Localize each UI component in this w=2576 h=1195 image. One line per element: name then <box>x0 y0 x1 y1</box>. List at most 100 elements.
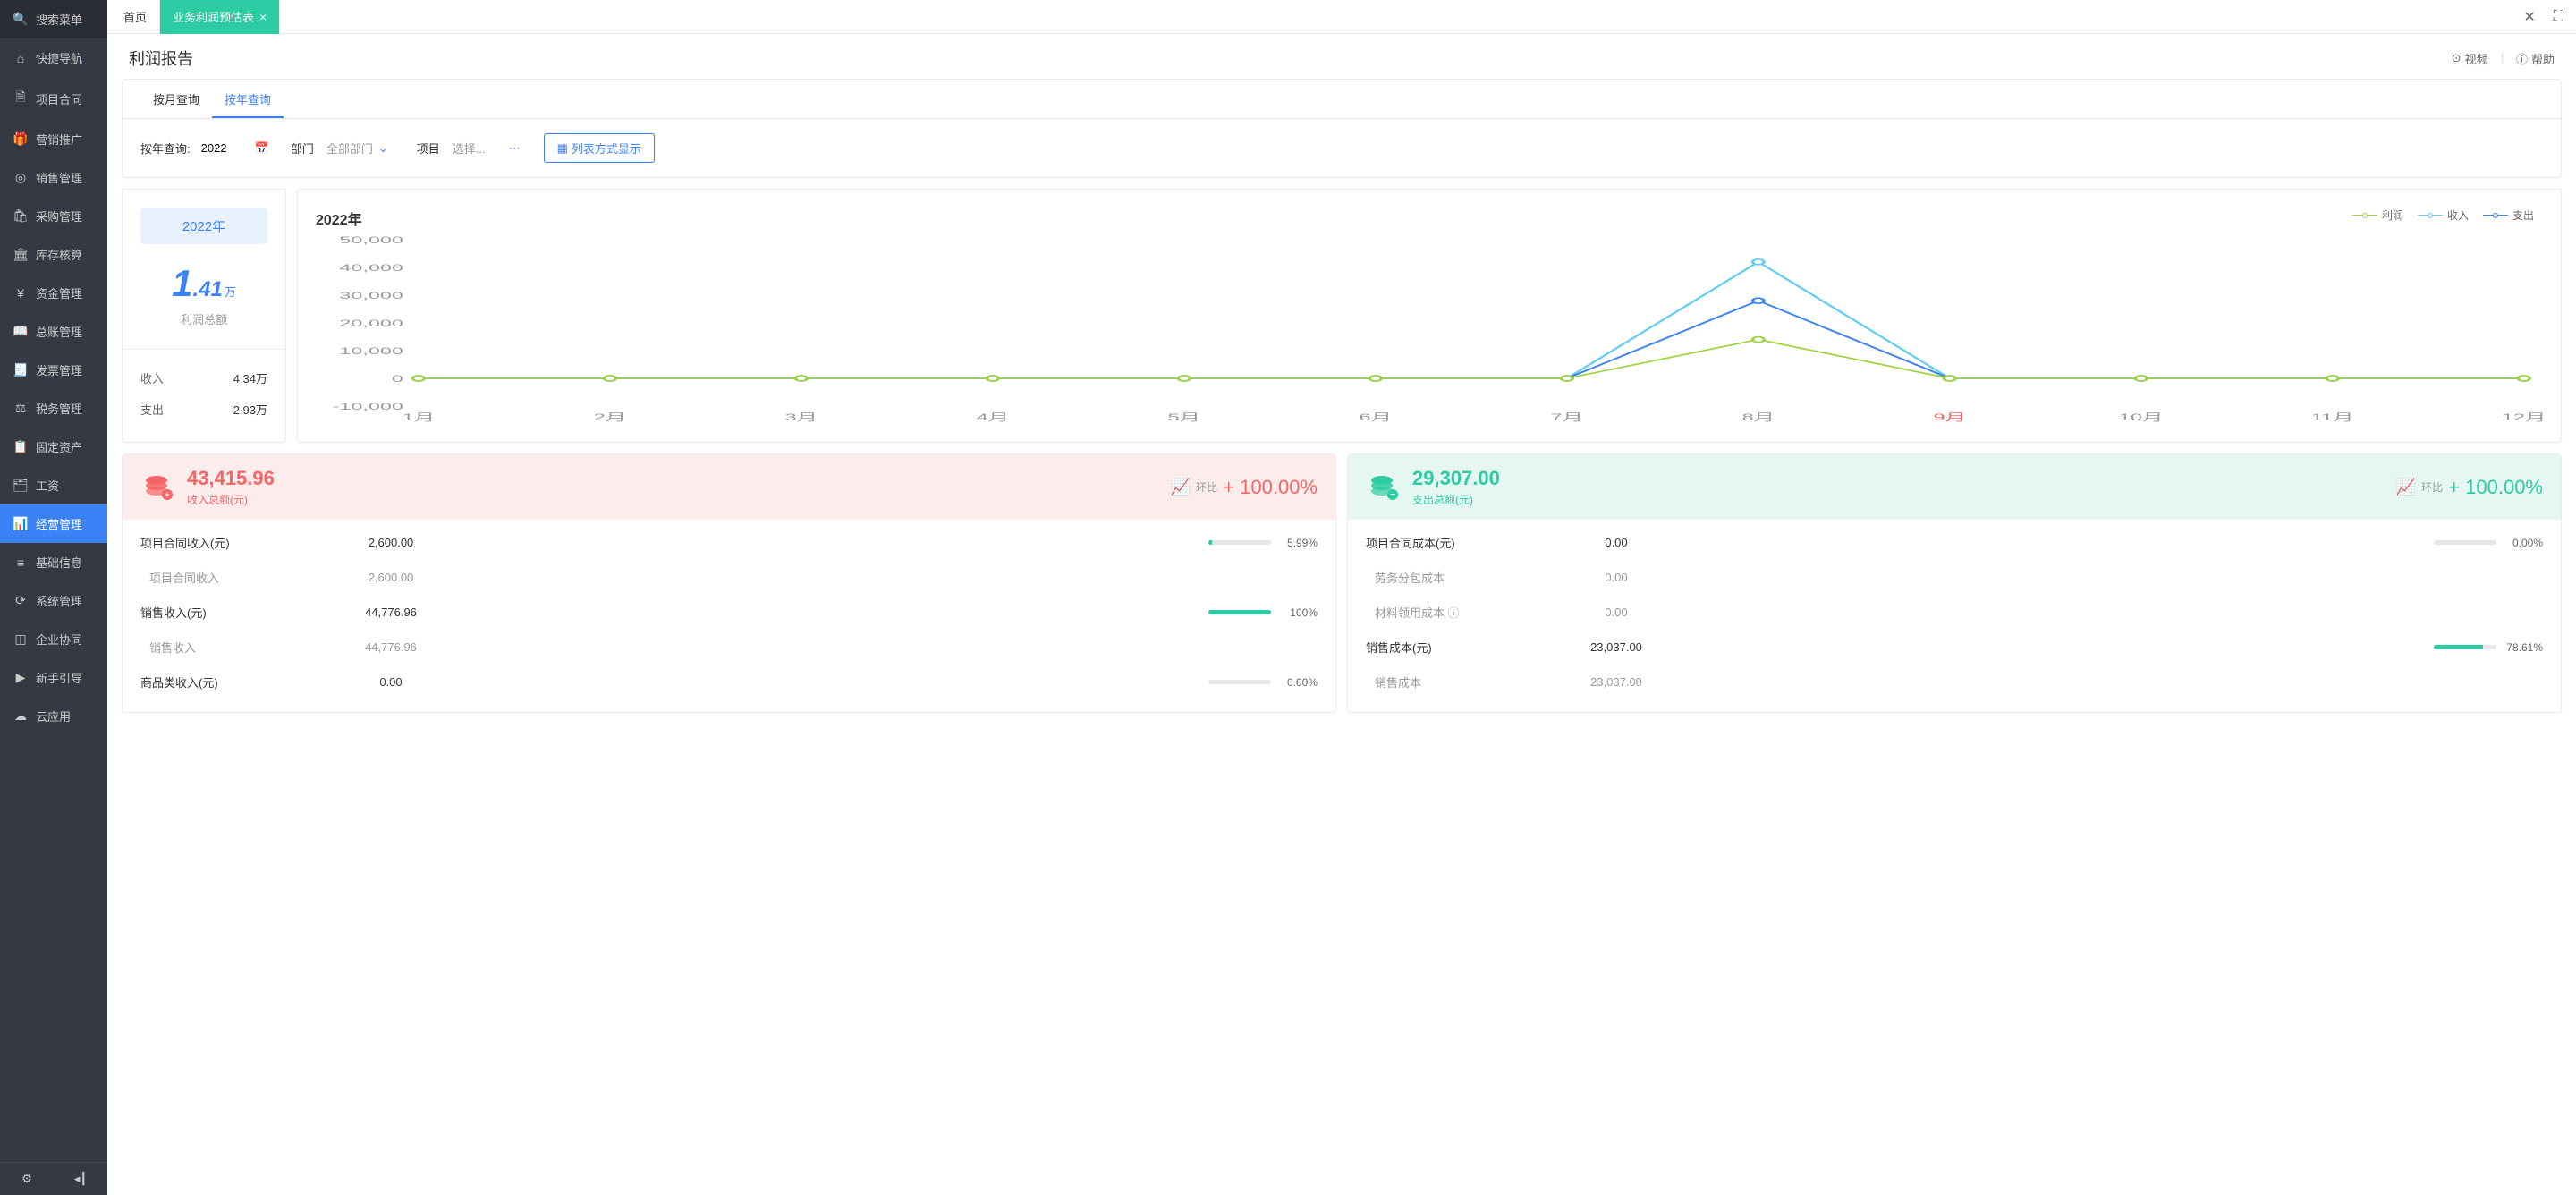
svg-text:20,000: 20,000 <box>339 318 403 329</box>
sidebar-item-2[interactable]: 🗎 项目合同 <box>0 77 107 120</box>
sidebar-label: 搜索菜单 <box>36 11 82 28</box>
expense-change: 📈 环比 + 100.00% <box>2396 476 2543 499</box>
breakdown-row: 劳务分包成本0.00 <box>1366 560 2543 595</box>
svg-text:-10,000: -10,000 <box>333 401 403 412</box>
svg-text:8月: 8月 <box>1742 411 1775 423</box>
sidebar-label: 总账管理 <box>36 323 82 340</box>
video-link[interactable]: ⊙视频 <box>2452 50 2488 67</box>
trend-up-icon: 📈 <box>1171 478 1191 496</box>
sidebar-item-11[interactable]: 📋 固定资产 <box>0 428 107 466</box>
collapse-icon[interactable]: ◂┃ <box>54 1163 107 1195</box>
breakdown-row: 销售收入(元)44,776.96100% <box>140 595 1318 630</box>
sidebar-item-18[interactable]: ☁ 云应用 <box>0 697 107 735</box>
breakdown-row: 销售成本23,037.00 <box>1366 665 2543 699</box>
sidebar-label: 新手引导 <box>36 669 82 686</box>
sidebar-icon: 📊 <box>13 516 29 531</box>
sidebar-icon: ◎ <box>13 170 29 185</box>
sidebar-item-16[interactable]: ◫ 企业协同 <box>0 620 107 658</box>
dept-select[interactable]: 全部部门 ⌄ <box>319 136 395 160</box>
svg-text:9月: 9月 <box>1934 411 1966 423</box>
sidebar-label: 库存核算 <box>36 246 82 263</box>
svg-text:−: − <box>1390 490 1395 500</box>
trend-up-icon: 📈 <box>2396 478 2416 496</box>
legend-item[interactable]: 收入 <box>2418 208 2469 223</box>
svg-text:1月: 1月 <box>402 411 435 423</box>
year-badge: 2022年 <box>140 208 267 244</box>
sidebar-label: 云应用 <box>36 708 71 725</box>
sidebar-item-1[interactable]: ⌂快捷导航 <box>0 38 107 77</box>
sidebar-label: 项目合同 <box>36 90 82 107</box>
sidebar-label: 系统管理 <box>36 592 82 609</box>
sidebar-item-7[interactable]: ¥资金管理 <box>0 274 107 312</box>
close-all-icon[interactable]: ✕ <box>2514 8 2544 26</box>
tab-0[interactable]: 首页 <box>111 0 160 34</box>
sidebar-icon: ≡ <box>13 555 29 570</box>
breakdown-row: 材料领用成本 ⓘ0.00 <box>1366 595 2543 630</box>
sidebar-item-14[interactable]: ≡ 基础信息 <box>0 543 107 581</box>
summary-card: 2022年 1.41万 利润总额 收入4.34万支出2.93万 <box>122 189 286 443</box>
year-input[interactable] <box>196 138 250 158</box>
project-select[interactable]: 选择... <box>445 136 493 160</box>
breakdown-row: 销售成本(元)23,037.0078.61% <box>1366 630 2543 665</box>
profit-total: 1.41万 <box>123 262 285 305</box>
sidebar-item-17[interactable]: ▶新手引导 <box>0 658 107 697</box>
sidebar-icon: 🗎 <box>13 88 29 109</box>
sidebar-label: 营销推广 <box>36 131 82 148</box>
svg-text:12月: 12月 <box>2502 411 2543 423</box>
breakdown-row: 项目合同成本(元)0.000.00% <box>1366 525 2543 560</box>
svg-text:0: 0 <box>392 373 403 385</box>
svg-text:10月: 10月 <box>2119 411 2163 423</box>
sidebar-icon: ⚖ <box>13 401 29 416</box>
sidebar-label: 资金管理 <box>36 284 82 301</box>
sidebar-label: 经营管理 <box>36 515 82 532</box>
sidebar-item-13[interactable]: 📊 经营管理 <box>0 504 107 543</box>
sidebar-icon: 🗂 <box>13 478 29 493</box>
svg-text:40,000: 40,000 <box>339 262 403 274</box>
sidebar-item-4[interactable]: ◎销售管理 <box>0 158 107 197</box>
sidebar-item-5[interactable]: 🛍采购管理 <box>0 197 107 235</box>
svg-text:2月: 2月 <box>594 411 626 423</box>
breakdown-row: 项目合同收入(元)2,600.005.99% <box>140 525 1318 560</box>
sidebar-label: 工资 <box>36 477 59 494</box>
chart-card: 2022年 利润收入支出 50,00040,00030,00020,00010,… <box>297 189 2562 443</box>
list-view-button[interactable]: ▦ 列表方式显示 <box>544 133 655 163</box>
income-card: + 43,415.96 收入总额(元) 📈 环比 + 100.00% <box>122 453 1336 713</box>
help-link[interactable]: ⓘ帮助 <box>2516 50 2555 67</box>
sidebar-icon: 🔍 <box>13 12 29 27</box>
sidebar-icon: 📋 <box>13 439 29 454</box>
list-icon: ▦ <box>557 141 568 156</box>
sidebar-label: 快捷导航 <box>36 49 82 66</box>
sidebar-item-10[interactable]: ⚖ 税务管理 <box>0 389 107 428</box>
tab-1[interactable]: 业务利润预估表× <box>160 0 280 34</box>
sidebar-label: 基础信息 <box>36 554 82 571</box>
sidebar-icon: ◫ <box>13 631 29 647</box>
sidebar-item-0[interactable]: 🔍 搜索菜单 <box>0 0 107 38</box>
sidebar-label: 企业协同 <box>36 631 82 648</box>
more-icon[interactable]: ⋯ <box>509 141 522 156</box>
tab-close-icon[interactable]: × <box>259 10 267 24</box>
sidebar-icon: ☁ <box>13 708 29 724</box>
chart-title: 2022年 <box>316 208 2543 229</box>
sub-tab-1[interactable]: 按年查询 <box>212 80 284 118</box>
sub-tab-0[interactable]: 按月查询 <box>140 80 212 118</box>
sidebar-item-15[interactable]: ⟳ 系统管理 <box>0 581 107 620</box>
settings-icon[interactable]: ⚙ <box>0 1163 54 1195</box>
sidebar-item-12[interactable]: 🗂 工资 <box>0 466 107 504</box>
sidebar-icon: 🏛 <box>13 247 29 262</box>
income-change: 📈 环比 + 100.00% <box>1171 476 1318 499</box>
legend-item[interactable]: 利润 <box>2352 208 2403 223</box>
sidebar-icon: 🛍 <box>13 208 29 224</box>
legend-item[interactable]: 支出 <box>2483 208 2534 223</box>
sidebar-label: 固定资产 <box>36 438 82 455</box>
year-filter[interactable]: 按年查询: 📅 <box>140 138 269 158</box>
chevron-down-icon: ⌄ <box>378 141 388 156</box>
fullscreen-icon[interactable]: ⛶ <box>2545 9 2572 25</box>
sidebar-icon: ⟳ <box>13 593 29 608</box>
svg-text:30,000: 30,000 <box>339 290 403 301</box>
sidebar-item-8[interactable]: 📖总账管理 <box>0 312 107 351</box>
sidebar-item-6[interactable]: 🏛 库存核算 <box>0 235 107 274</box>
sidebar-item-9[interactable]: 🧾发票管理 <box>0 351 107 389</box>
calendar-icon[interactable]: 📅 <box>255 141 269 156</box>
sidebar-label: 税务管理 <box>36 400 82 417</box>
sidebar-item-3[interactable]: 🎁营销推广 <box>0 120 107 158</box>
